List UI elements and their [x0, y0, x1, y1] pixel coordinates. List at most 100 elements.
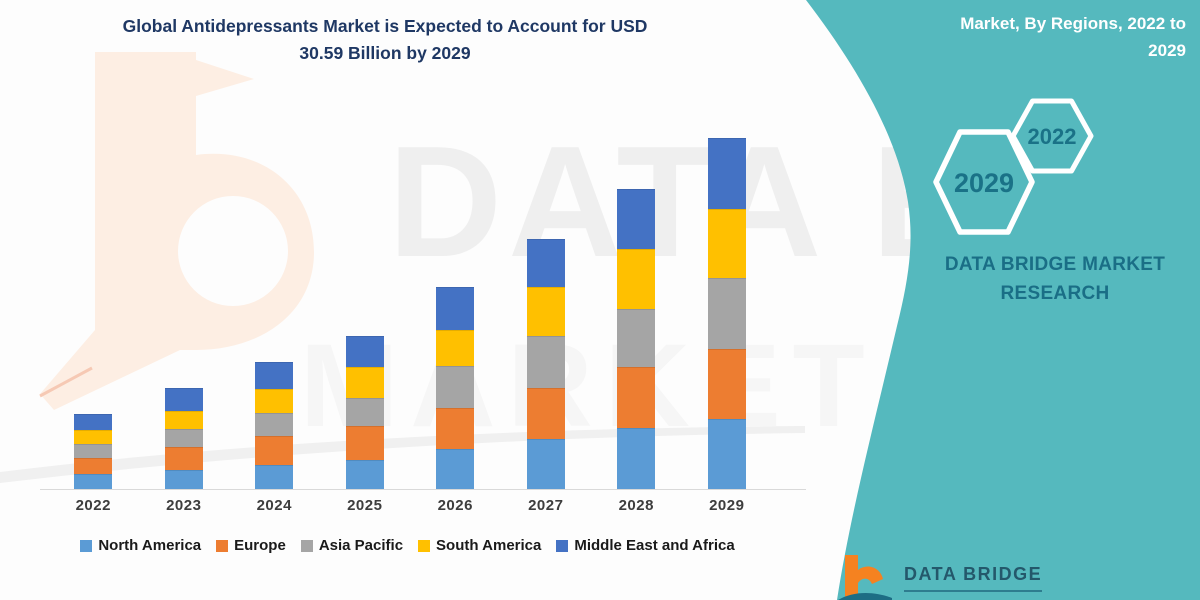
stacked-bar-2028	[617, 188, 656, 489]
segment-2025-middle-east-and-africa	[345, 336, 384, 368]
x-axis-label-2028: 2028	[618, 497, 654, 514]
segment-2026-asia-pacific	[436, 366, 475, 408]
segment-2026-middle-east-and-africa	[436, 287, 475, 330]
x-axis-label-2029: 2029	[709, 497, 745, 514]
segment-2029-south-america	[707, 209, 746, 278]
segment-2026-europe	[436, 407, 475, 449]
legend-swatch-icon	[418, 539, 431, 552]
legend-swatch-icon	[300, 539, 313, 552]
segment-2027-north-america	[526, 438, 565, 489]
legend-item-europe: Europe	[216, 537, 286, 554]
side-panel-heading-line1: Market, By Regions, 2022 to	[960, 14, 1186, 33]
databridge-logo-icon	[838, 555, 892, 600]
segment-2022-middle-east-and-africa	[74, 414, 113, 431]
segment-2023-middle-east-and-africa	[164, 388, 203, 412]
segment-2027-middle-east-and-africa	[526, 238, 565, 288]
segment-2029-asia-pacific	[707, 277, 746, 349]
segment-2022-south-america	[74, 430, 113, 445]
bar-slot-2024	[229, 361, 320, 489]
x-axis-line	[40, 489, 806, 490]
legend-swatch-icon	[216, 539, 229, 552]
legend-item-south-america: South America	[418, 537, 541, 554]
legend-label: Europe	[234, 537, 286, 554]
x-axis-label-2022: 2022	[75, 497, 111, 514]
x-axis-labels: 2022 2023 2024 2025 2026 2027 2028 2029	[48, 497, 772, 514]
legend-label: South America	[436, 537, 542, 554]
hexagon-2029-icon: 2029	[933, 129, 1035, 235]
hexagon-2022-icon: 2022	[1010, 98, 1094, 174]
stacked-bar-2029	[707, 138, 746, 489]
segment-2027-south-america	[526, 287, 565, 337]
bar-slot-2027	[501, 238, 592, 489]
side-panel-heading: Market, By Regions, 2022 to 2029	[924, 10, 1186, 64]
segment-2023-europe	[164, 446, 203, 470]
year-hexagons: 2029 2022	[933, 98, 1094, 235]
legend: North America Europe Asia Pacific South Ame…	[0, 537, 815, 554]
side-panel-heading-line2: 2029	[1148, 41, 1186, 61]
segment-2022-north-america	[74, 474, 113, 489]
segment-2025-europe	[345, 425, 384, 461]
bar-plot	[48, 0, 772, 489]
segment-2028-middle-east-and-africa	[617, 188, 656, 250]
segment-2028-europe	[617, 367, 656, 429]
stacked-bar-2023	[164, 388, 203, 489]
segment-2029-middle-east-and-africa	[707, 138, 746, 210]
x-axis-label-2027: 2027	[528, 497, 564, 514]
hexagon-2022-label: 2022	[1028, 124, 1077, 149]
bar-slot-2023	[139, 388, 230, 489]
legend-label: Asia Pacific	[318, 537, 404, 554]
segment-2023-south-america	[164, 411, 203, 430]
segment-2024-asia-pacific	[255, 413, 294, 437]
segment-2025-north-america	[345, 460, 384, 489]
bar-slot-2025	[320, 336, 411, 489]
x-axis-label-2024: 2024	[256, 497, 292, 514]
stacked-bar-2024	[255, 361, 294, 489]
stacked-bar-2026	[436, 287, 475, 489]
segment-2027-asia-pacific	[526, 336, 565, 388]
bar-slot-2028	[591, 188, 682, 489]
segment-2029-north-america	[707, 419, 746, 489]
segment-2024-europe	[255, 436, 294, 465]
x-axis-label-2025: 2025	[347, 497, 383, 514]
chart-title: Global Antidepressants Market is Expecte…	[60, 13, 710, 67]
segment-2026-south-america	[436, 329, 475, 367]
segment-2024-middle-east-and-africa	[255, 361, 294, 390]
segment-2023-north-america	[164, 469, 203, 489]
segment-2025-asia-pacific	[345, 398, 384, 426]
chart-title-line2: 30.59 Billion by 2029	[299, 43, 471, 64]
legend-label: North America	[98, 537, 202, 554]
bar-slot-2029	[682, 138, 773, 489]
legend-swatch-icon	[556, 539, 569, 552]
panel-brand-text: DATA BRIDGE MARKET RESEARCH	[944, 254, 1166, 305]
x-axis-label-2023: 2023	[166, 497, 202, 514]
bar-slot-2026	[410, 287, 501, 489]
stacked-bar-2027	[526, 238, 565, 489]
chart-title-line1: Global Antidepressants Market is Expecte…	[122, 16, 648, 36]
stacked-bar-2025	[345, 336, 384, 489]
segment-2022-europe	[74, 458, 113, 475]
segment-2023-asia-pacific	[164, 429, 203, 447]
bar-slot-2022	[48, 414, 139, 489]
legend-item-middle-east-and-africa: Middle East and Africa	[556, 537, 735, 554]
legend-item-north-america: North America	[80, 537, 201, 554]
hexagon-2029-label: 2029	[954, 168, 1014, 198]
legend-item-asia-pacific: Asia Pacific	[300, 537, 404, 554]
segment-2027-europe	[526, 388, 565, 439]
segment-2028-asia-pacific	[617, 308, 656, 368]
segment-2028-north-america	[617, 428, 656, 489]
segment-2026-north-america	[436, 448, 475, 489]
segment-2022-asia-pacific	[74, 444, 113, 459]
footer-logo: DATA BRIDGE	[838, 553, 1043, 600]
legend-swatch-icon	[80, 539, 93, 552]
legend-label: Middle East and Africa	[574, 537, 735, 554]
segment-2024-south-america	[255, 389, 294, 414]
segment-2028-south-america	[617, 249, 656, 309]
x-axis-label-2026: 2026	[437, 497, 473, 514]
footer-brand-text: DATA BRIDGE	[904, 564, 1043, 592]
segment-2029-europe	[707, 349, 746, 419]
segment-2025-south-america	[345, 367, 384, 399]
segment-2024-north-america	[255, 464, 294, 489]
stacked-bar-2022	[74, 414, 113, 489]
